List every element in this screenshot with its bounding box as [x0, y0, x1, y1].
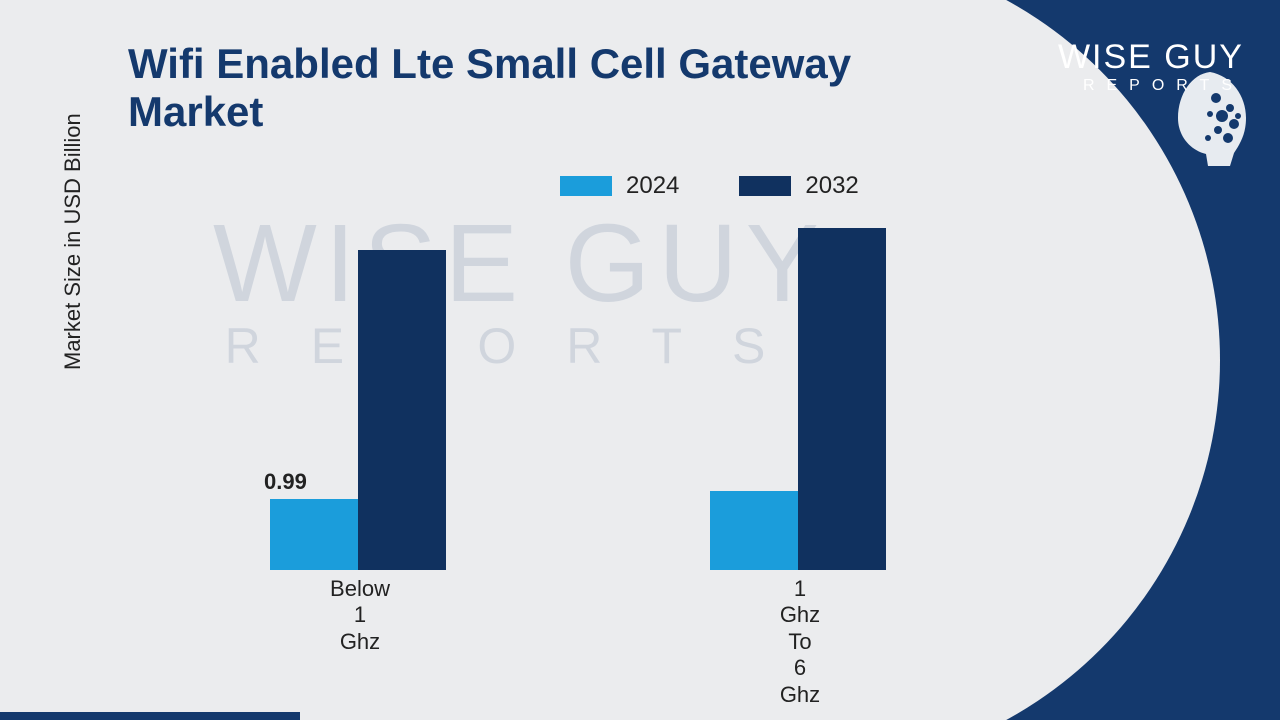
legend-item-2032: 2032: [739, 172, 858, 200]
category-label: Below1Ghz: [320, 570, 400, 655]
chart-canvas: WISE GUY REPORTS WISE GUY REPORTS Wifi E…: [0, 0, 1280, 720]
plot-area: 0.99Below1Ghz1GhzTo6Ghz: [130, 210, 920, 570]
brand-head-icon: [1160, 68, 1250, 168]
legend-swatch-2032: [739, 176, 791, 196]
legend-label-2024: 2024: [626, 172, 679, 200]
bar-value-label: 0.99: [264, 469, 307, 495]
legend-label-2032: 2032: [805, 172, 858, 200]
bar: [358, 250, 446, 570]
brand-logo-text: WISE GUY REPORTS: [1058, 38, 1244, 95]
category-label: 1GhzTo6Ghz: [760, 570, 840, 708]
bar: [710, 491, 798, 570]
bar: [798, 228, 886, 570]
chart-title: Wifi Enabled Lte Small Cell Gateway Mark…: [128, 40, 888, 137]
bottom-accent-bar: [0, 712, 300, 720]
y-axis-label: Market Size in USD Billion: [60, 113, 86, 370]
legend-swatch-2024: [560, 176, 612, 196]
legend-item-2024: 2024: [560, 172, 679, 200]
bar: [270, 499, 358, 570]
legend: 2024 2032: [560, 172, 859, 200]
